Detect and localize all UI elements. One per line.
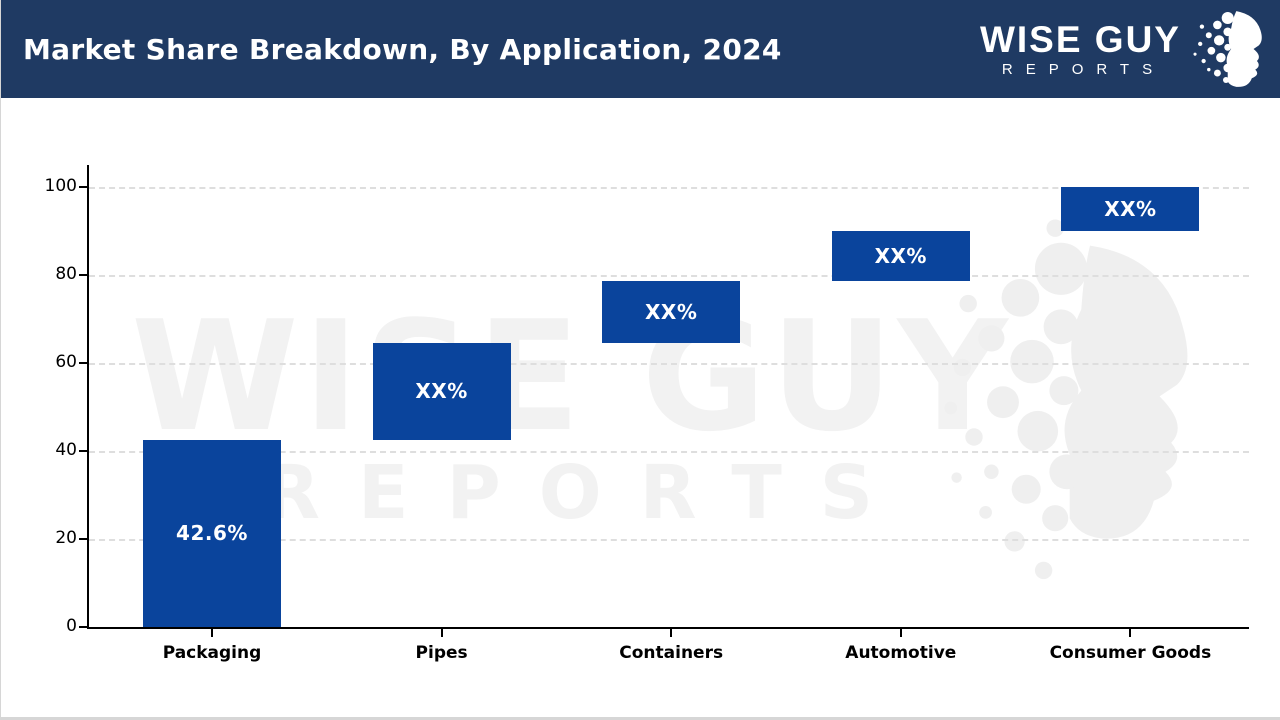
- bar-value-label: 42.6%: [176, 521, 248, 546]
- dotted-head-logo-icon: [1193, 11, 1262, 87]
- y-tick-label-60: 60: [55, 352, 77, 372]
- page-title: Market Share Breakdown, By Application, …: [23, 32, 782, 66]
- gridline-100: [89, 187, 1249, 189]
- x-tick-mark-4: [1129, 629, 1132, 637]
- bar-value-label: XX%: [1104, 197, 1157, 221]
- bar-automotive: XX%: [831, 231, 970, 281]
- x-category-label-pipes: Pipes: [415, 643, 468, 663]
- y-tick-label-20: 20: [55, 528, 77, 548]
- logo-text: WISE GUY REPORTS: [979, 18, 1181, 79]
- logo-wordmark: WISE GUY: [979, 18, 1181, 60]
- logo-subtitle: REPORTS: [1001, 61, 1166, 79]
- y-tick-mark-0: [79, 626, 87, 628]
- gridline-80: [89, 275, 1249, 277]
- bar-consumer-goods: XX%: [1061, 187, 1200, 231]
- x-category-label-packaging: Packaging: [162, 643, 262, 663]
- header-banner: Market Share Breakdown, By Application, …: [1, 0, 1280, 98]
- y-tick-mark-60: [79, 362, 87, 364]
- y-axis-line: [87, 165, 89, 629]
- watermark-dotted-head: [944, 205, 1188, 580]
- x-tick-mark-3: [899, 629, 902, 637]
- x-axis-line: [87, 627, 1249, 629]
- x-tick-mark-1: [440, 629, 443, 637]
- gridline-40: [89, 451, 1249, 453]
- y-tick-label-40: 40: [55, 440, 77, 460]
- gridline-60: [89, 363, 1249, 365]
- watermark-text-wiseguy: WISE GUY: [131, 288, 1012, 465]
- x-tick-mark-0: [211, 629, 213, 637]
- bar-containers: XX%: [602, 280, 741, 344]
- y-tick-mark-80: [79, 274, 87, 276]
- y-tick-label-0: 0: [66, 616, 77, 636]
- bar-pipes: XX%: [372, 343, 511, 440]
- bar-packaging: 42.6%: [143, 439, 281, 627]
- chart-canvas: WISE GUY REPORTS 42.6% XX% XX% XX% XX% 0 20 40…: [1, 98, 1280, 717]
- bar-value-label: XX%: [415, 379, 468, 404]
- watermark-text-reports: REPORTS: [263, 450, 912, 536]
- page-bottom-border: [1, 717, 1280, 720]
- y-tick-mark-100: [79, 186, 87, 188]
- plot-area: 42.6% XX% XX% XX% XX% 0 20 40 60 80 100 Packaging P…: [45, 165, 1249, 663]
- bar-value-label: XX%: [874, 243, 927, 268]
- wise-guy-logo: WISE GUY REPORTS: [980, 6, 1269, 92]
- bar-value-label: XX%: [644, 299, 698, 324]
- y-tick-mark-40: [79, 450, 87, 452]
- x-category-label-consumer-goods: Consumer Goods: [1049, 643, 1212, 663]
- gridline-20: [89, 539, 1249, 541]
- x-category-label-containers: Containers: [619, 643, 724, 663]
- x-tick-mark-2: [670, 629, 673, 637]
- y-tick-label-80: 80: [55, 264, 77, 284]
- y-tick-label-100: 100: [44, 176, 77, 196]
- x-category-label-automotive: Automotive: [845, 643, 957, 663]
- y-tick-mark-20: [79, 538, 87, 540]
